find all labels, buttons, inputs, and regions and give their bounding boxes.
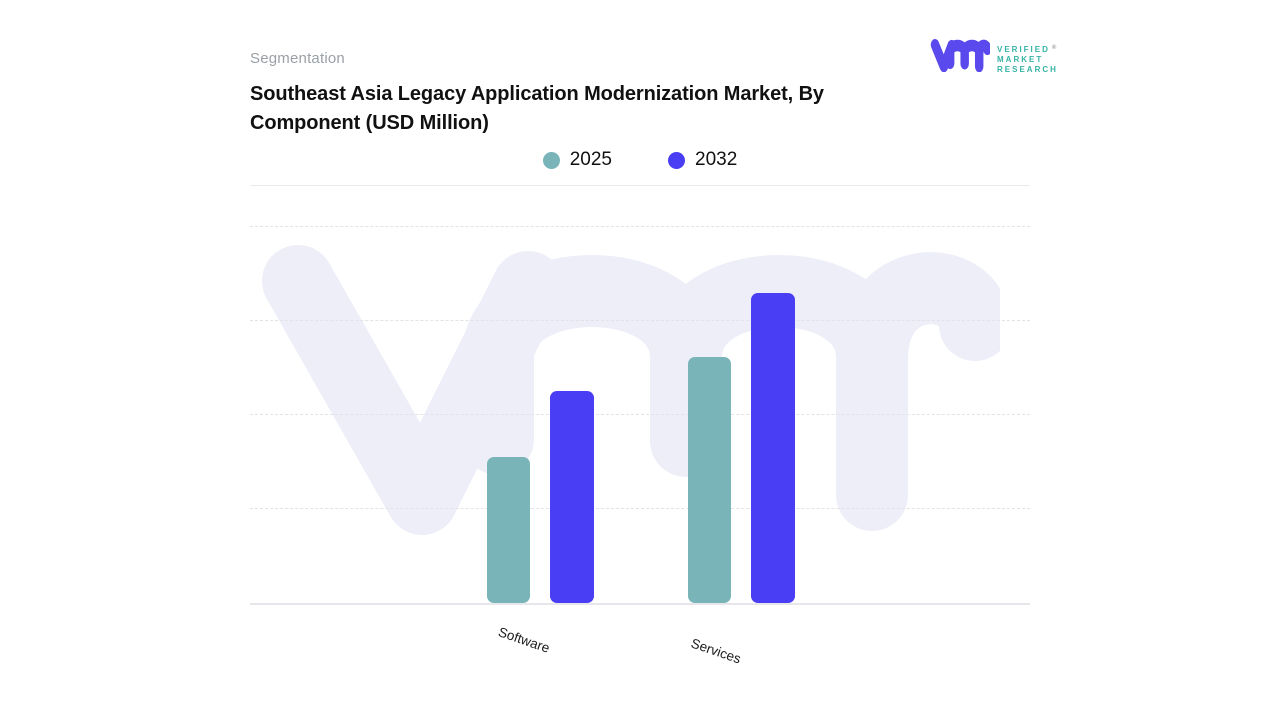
- chart-legend: 2025 2032: [250, 149, 1030, 171]
- x-axis-label-software: Software: [496, 624, 552, 656]
- segmentation-label: Segmentation: [250, 50, 345, 67]
- bar-2032-services[interactable]: [751, 293, 795, 603]
- logo-line-research: RESEARCH: [997, 65, 1058, 74]
- legend-dot: [668, 151, 685, 169]
- plot-area: [250, 226, 1030, 605]
- bar-2025-software[interactable]: [487, 457, 530, 603]
- gridline: [250, 320, 1030, 321]
- logo-line-market: MARKET: [997, 55, 1044, 64]
- bar-2025-services[interactable]: [688, 357, 731, 603]
- legend-item-2032[interactable]: 2032: [668, 149, 737, 171]
- legend-label-2032: 2032: [695, 149, 738, 170]
- gridline: [250, 226, 1030, 227]
- bar-2032-software[interactable]: [550, 391, 594, 603]
- logo-line-verified: VERIFIED ®: [997, 45, 1059, 54]
- gridline: [250, 414, 1030, 415]
- header-divider: [250, 185, 1030, 186]
- x-axis-label-services: Services: [689, 635, 743, 667]
- legend-label-2025: 2025: [569, 149, 612, 170]
- legend-dot: [542, 151, 560, 169]
- x-axis-line: [250, 603, 1030, 605]
- vmr-logo-mark-icon: [930, 39, 990, 72]
- vmr-watermark-icon: [262, 245, 1000, 535]
- registered-trademark-symbol: ®: [1051, 45, 1059, 51]
- legend-item-2025[interactable]: 2025: [542, 149, 612, 171]
- vmr-logo: VERIFIED ® MARKET RESEARCH: [930, 38, 1058, 75]
- gridline: [250, 508, 1030, 509]
- vmr-logo-text: VERIFIED ® MARKET RESEARCH: [997, 45, 1058, 75]
- chart-title-line1: Southeast Asia Legacy Application Modern…: [250, 83, 824, 105]
- chart-title: Southeast Asia Legacy Application Modern…: [250, 80, 950, 138]
- chart-title-line2: Component (USD Million): [250, 112, 489, 134]
